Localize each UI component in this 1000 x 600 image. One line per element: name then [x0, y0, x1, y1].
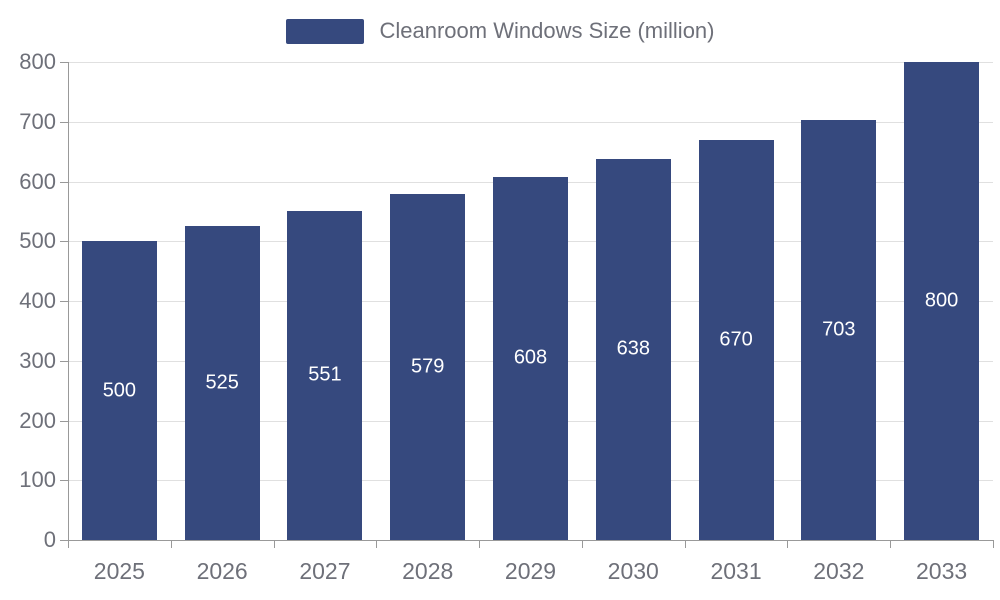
- bar-2033[interactable]: 800: [904, 62, 980, 540]
- y-tick-mark: [60, 181, 68, 183]
- bar-value-label: 638: [616, 337, 650, 360]
- bar-2027[interactable]: 551: [287, 210, 363, 540]
- y-tick-label: 200: [19, 407, 56, 433]
- y-tick-mark: [60, 241, 68, 243]
- y-tick-mark: [60, 301, 68, 302]
- y-tick-label: 300: [19, 347, 56, 373]
- bar-value-label: 800: [924, 289, 959, 312]
- gridline: [68, 62, 993, 63]
- x-tick-mark: [68, 540, 69, 548]
- x-tick-label: 2031: [710, 558, 762, 584]
- x-tick-mark: [170, 540, 172, 548]
- gridline: [68, 121, 993, 123]
- y-tick-label: 400: [19, 288, 56, 313]
- bar-2025[interactable]: 500: [81, 241, 157, 540]
- y-tick-mark: [60, 121, 68, 123]
- legend-label: Cleanroom Windows Size (million): [379, 18, 715, 43]
- x-tick-mark: [890, 540, 892, 548]
- bar-value-label: 579: [411, 355, 445, 378]
- y-tick-label: 100: [19, 467, 56, 493]
- bar-2026[interactable]: 525: [184, 226, 260, 540]
- bar-2029[interactable]: 608: [493, 176, 568, 540]
- x-tick-label: 2029: [504, 558, 557, 584]
- y-tick-label: 600: [19, 168, 56, 194]
- y-tick-mark: [60, 62, 68, 63]
- x-tick-label: 2026: [196, 558, 248, 584]
- plot-area: 500 525 551 579 608 638 670 703 800: [68, 62, 993, 540]
- bar-value-label: 703: [822, 318, 856, 341]
- x-tick-mark: [376, 540, 378, 548]
- bar-2031[interactable]: 670: [698, 139, 774, 540]
- bar-value-label: 525: [205, 371, 239, 394]
- y-tick-mark: [60, 480, 68, 482]
- y-tick-mark: [60, 360, 68, 362]
- bar-2032[interactable]: 703: [801, 119, 877, 540]
- x-tick-label: 2027: [299, 558, 351, 584]
- bar-2028[interactable]: 579: [390, 194, 466, 540]
- y-axis-line: [68, 62, 69, 548]
- legend-swatch: [285, 18, 364, 44]
- y-tick-label: 800: [19, 49, 56, 74]
- x-tick-mark: [993, 540, 994, 548]
- x-tick-mark: [787, 540, 789, 548]
- y-tick-label: 0: [43, 527, 56, 552]
- x-tick-mark: [273, 540, 275, 548]
- x-tick-label: 2033: [916, 558, 968, 584]
- x-tick-mark: [479, 540, 481, 548]
- x-tick-label: 2030: [607, 558, 659, 584]
- y-tick-label: 500: [19, 228, 56, 254]
- legend[interactable]: Cleanroom Windows Size (million): [0, 14, 1000, 48]
- bar-2030[interactable]: 638: [595, 158, 671, 540]
- bar-value-label: 608: [513, 346, 548, 369]
- y-tick-label: 700: [19, 108, 56, 134]
- x-tick-mark: [684, 540, 686, 548]
- bar-value-label: 551: [308, 363, 342, 386]
- y-tick-mark: [60, 420, 68, 422]
- x-tick-label: 2032: [813, 558, 865, 584]
- x-tick-mark: [581, 540, 583, 548]
- bar-value-label: 670: [719, 328, 753, 351]
- x-axis-line: [60, 540, 993, 541]
- bar-value-label: 500: [102, 379, 137, 402]
- x-tick-label: 2028: [402, 558, 454, 584]
- x-tick-label: 2025: [93, 558, 145, 584]
